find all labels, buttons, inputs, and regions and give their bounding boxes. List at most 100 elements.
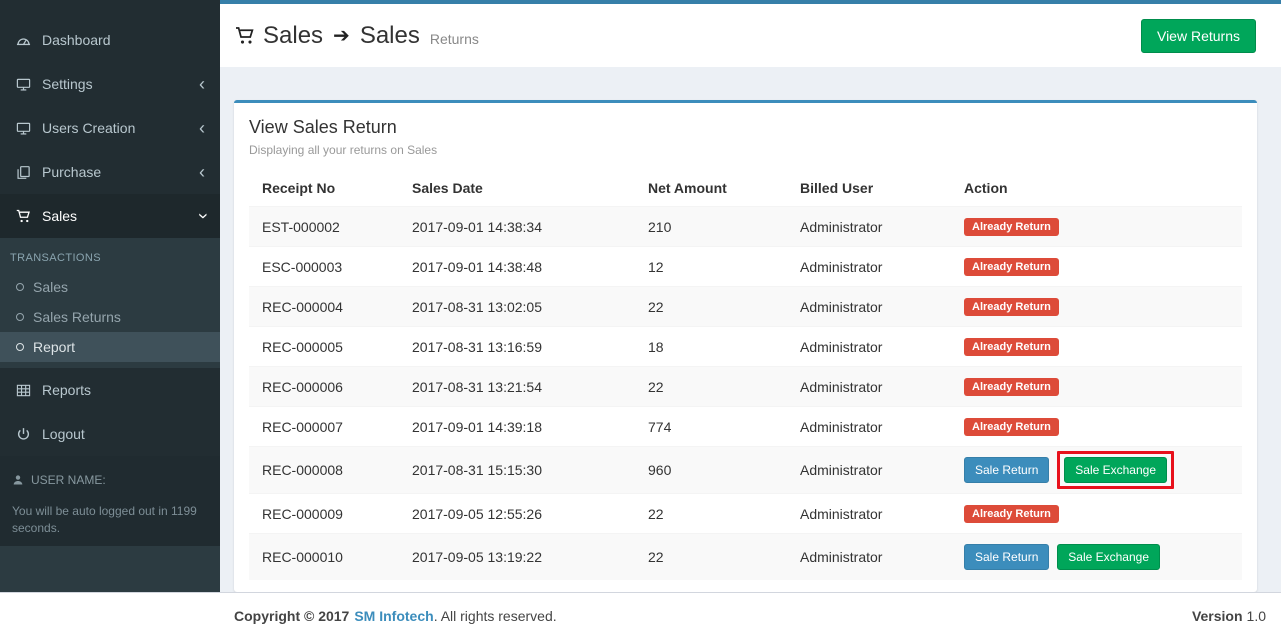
already-return-badge: Already Return [964,258,1059,276]
cell-billed-user: Administrator [787,366,951,407]
cell-net-amount: 960 [635,446,787,494]
sidebar-item-reports[interactable]: Reports [0,368,220,412]
cell-receipt-no: REC-000006 [249,366,399,407]
cell-sales-date: 2017-08-31 13:16:59 [399,326,635,367]
cell-action: Already Return [951,206,1242,247]
cell-billed-user: Administrator [787,406,951,447]
user-icon [12,474,24,486]
sale-return-button[interactable]: Sale Return [964,457,1050,483]
desktop-icon [15,120,32,136]
cell-sales-date: 2017-09-01 14:38:48 [399,246,635,287]
chevron-left-icon: ‹ [199,162,205,182]
desktop-icon [15,76,32,92]
sales-return-panel: View Sales Return Displaying all your re… [234,100,1257,592]
col-receipt-no: Receipt No [249,170,399,207]
content-wrap: Dashboard Settings ‹ Users Creation ‹ Pu… [0,0,1281,592]
sale-return-button[interactable]: Sale Return [964,544,1050,570]
table-row: ESC-000003 2017-09-01 14:38:48 12 Admini… [249,246,1242,287]
company-link[interactable]: SM Infotech [354,608,434,624]
col-action: Action [951,170,1242,207]
view-returns-button[interactable]: View Returns [1140,18,1256,53]
sidebar-nav: Dashboard Settings ‹ Users Creation ‹ Pu… [0,0,220,238]
breadcrumb-page: Sales [359,21,420,49]
dashboard-icon [15,32,32,48]
table-row: REC-000010 2017-09-05 13:19:22 22 Admini… [249,533,1242,580]
table-row: REC-000004 2017-08-31 13:02:05 22 Admini… [249,286,1242,327]
cell-action: Sale Return Sale Exchange [951,533,1242,580]
cell-action: Already Return [951,326,1242,367]
sale-exchange-button[interactable]: Sale Exchange [1064,457,1167,484]
cell-receipt-no: REC-000010 [249,533,399,580]
top-accent-bar [220,0,1281,4]
chevron-left-icon: ‹ [199,74,205,94]
sale-exchange-button[interactable]: Sale Exchange [1057,544,1160,570]
cell-sales-date: 2017-08-31 13:02:05 [399,286,635,327]
copyright-rest: . All rights reserved. [433,608,557,624]
cell-net-amount: 22 [635,533,787,580]
cell-receipt-no: REC-000009 [249,493,399,534]
already-return-badge: Already Return [964,418,1059,436]
cell-billed-user: Administrator [787,206,951,247]
sidebar-item-dashboard[interactable]: Dashboard [0,18,220,62]
cell-action: Already Return [951,246,1242,287]
table-row: EST-000002 2017-09-01 14:38:34 210 Admin… [249,206,1242,247]
panel-subtitle: Displaying all your returns on Sales [249,143,438,157]
version-label: Version [1191,608,1243,624]
sales-returns-table: Receipt No Sales Date Net Amount Billed … [249,170,1242,580]
arrow-right-icon: ➔ [333,25,350,47]
highlight-annotation: Sale Exchange [1057,451,1174,490]
cell-net-amount: 22 [635,493,787,534]
submenu-items: Sales Sales Returns Report [0,272,220,362]
cell-sales-date: 2017-09-05 12:55:26 [399,493,635,534]
cell-sales-date: 2017-08-31 13:21:54 [399,366,635,407]
sidebar-item-users-creation[interactable]: Users Creation ‹ [0,106,220,150]
copyright-text: Copyright © 2017 [234,608,350,624]
table-row: REC-000009 2017-09-05 12:55:26 22 Admini… [249,493,1242,534]
cell-net-amount: 12 [635,246,787,287]
cell-receipt-no: REC-000007 [249,406,399,447]
cell-sales-date: 2017-09-05 13:19:22 [399,533,635,580]
cell-billed-user: Administrator [787,326,951,367]
panel-title: View Sales Return [249,117,397,137]
sales-submenu: TRANSACTIONS Sales Sales Returns Report [0,238,220,368]
cell-action: Sale Return Sale Exchange [951,446,1242,494]
footer-version: Version 1.0 [1192,608,1266,624]
sidebar-subitem-sales-returns[interactable]: Sales Returns [0,302,220,332]
already-return-badge: Already Return [964,338,1059,356]
table-row: REC-000007 2017-09-01 14:39:18 774 Admin… [249,406,1242,447]
sidebar-filler [0,545,220,592]
table-icon [15,382,32,398]
sidebar-item-purchase[interactable]: Purchase ‹ [0,150,220,194]
sidebar-subitem-sales[interactable]: Sales [0,272,220,302]
user-name-label: USER NAME: [31,473,106,487]
sidebar-nav-bottom: Reports Logout [0,368,220,456]
cell-receipt-no: REC-000004 [249,286,399,327]
sidebar-subitem-report[interactable]: Report [0,332,220,362]
user-name-row: USER NAME: [12,473,208,487]
table-header: Receipt No Sales Date Net Amount Billed … [249,170,1242,207]
already-return-badge: Already Return [964,378,1059,396]
cell-net-amount: 210 [635,206,787,247]
cell-net-amount: 22 [635,366,787,407]
cell-net-amount: 22 [635,286,787,327]
sidebar-item-sales[interactable]: Sales ‹ [0,194,220,238]
table-row: REC-000008 2017-08-31 15:15:30 960 Admin… [249,446,1242,494]
col-net-amount: Net Amount [635,170,787,207]
circle-o-icon [16,313,24,321]
copy-icon [15,164,32,180]
cell-receipt-no: ESC-000003 [249,246,399,287]
circle-o-icon [16,283,24,291]
cell-receipt-no: EST-000002 [249,206,399,247]
cell-billed-user: Administrator [787,446,951,494]
chevron-left-icon: ‹ [199,118,205,138]
breadcrumb-section: Sales [263,21,324,49]
cell-net-amount: 18 [635,326,787,367]
sidebar-item-settings[interactable]: Settings ‹ [0,62,220,106]
cell-action: Already Return [951,286,1242,327]
col-sales-date: Sales Date [399,170,635,207]
circle-o-icon [16,343,24,351]
sales-table-body: EST-000002 2017-09-01 14:38:34 210 Admin… [249,206,1242,580]
cell-billed-user: Administrator [787,493,951,534]
sidebar-item-logout[interactable]: Logout [0,412,220,456]
cell-billed-user: Administrator [787,533,951,580]
